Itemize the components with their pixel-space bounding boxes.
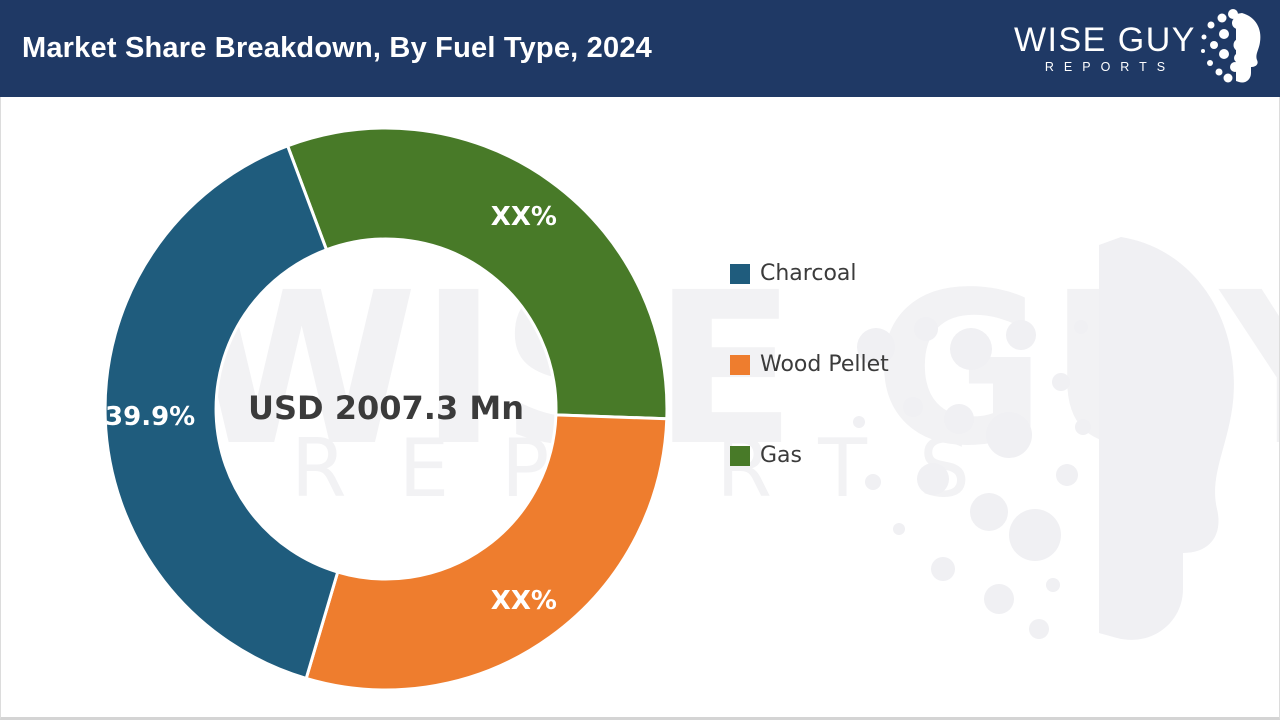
legend-label-gas: Gas: [760, 443, 802, 468]
legend-label-charcoal: Charcoal: [760, 261, 857, 286]
legend-item-gas: Gas: [730, 445, 889, 467]
header-bar: Market Share Breakdown, By Fuel Type, 20…: [0, 0, 1280, 97]
page-title: Market Share Breakdown, By Fuel Type, 20…: [22, 32, 652, 64]
legend-swatch-wood-pellet: [730, 355, 750, 375]
slice-value-label-wood-pellet: XX%: [490, 585, 557, 616]
slice-wood-pellet: [304, 413, 669, 692]
slice-value-label-charcoal: 39.9%: [105, 402, 196, 433]
slice-charcoal: [103, 143, 340, 681]
legend-item-charcoal: Charcoal: [730, 263, 889, 285]
legend-item-wood-pellet: Wood Pellet: [730, 354, 889, 376]
wise-guy-logo: WISE GUY REPORTS: [1014, 8, 1262, 89]
watermark-face-icon: [853, 237, 1234, 640]
legend-swatch-charcoal: [730, 264, 750, 284]
chart-area: WISE GUY REPORTS USD 2007.3 Mn Charcoal …: [0, 97, 1280, 720]
legend-swatch-gas: [730, 446, 750, 466]
legend-label-wood-pellet: Wood Pellet: [760, 352, 889, 377]
slice-value-label-gas: XX%: [490, 202, 557, 233]
logo-wordmark: WISE GUY: [1013, 21, 1196, 59]
slice-gas: [285, 126, 669, 421]
chart-center-value: USD 2007.3 Mn: [248, 389, 524, 427]
logo-text: WISE GUY REPORTS: [1014, 23, 1196, 74]
chart-legend: Charcoal Wood Pellet Gas: [730, 263, 889, 536]
logo-face-icon: [1201, 8, 1261, 83]
donut-chart: [103, 126, 669, 692]
logo-subtext: REPORTS: [1044, 60, 1176, 74]
